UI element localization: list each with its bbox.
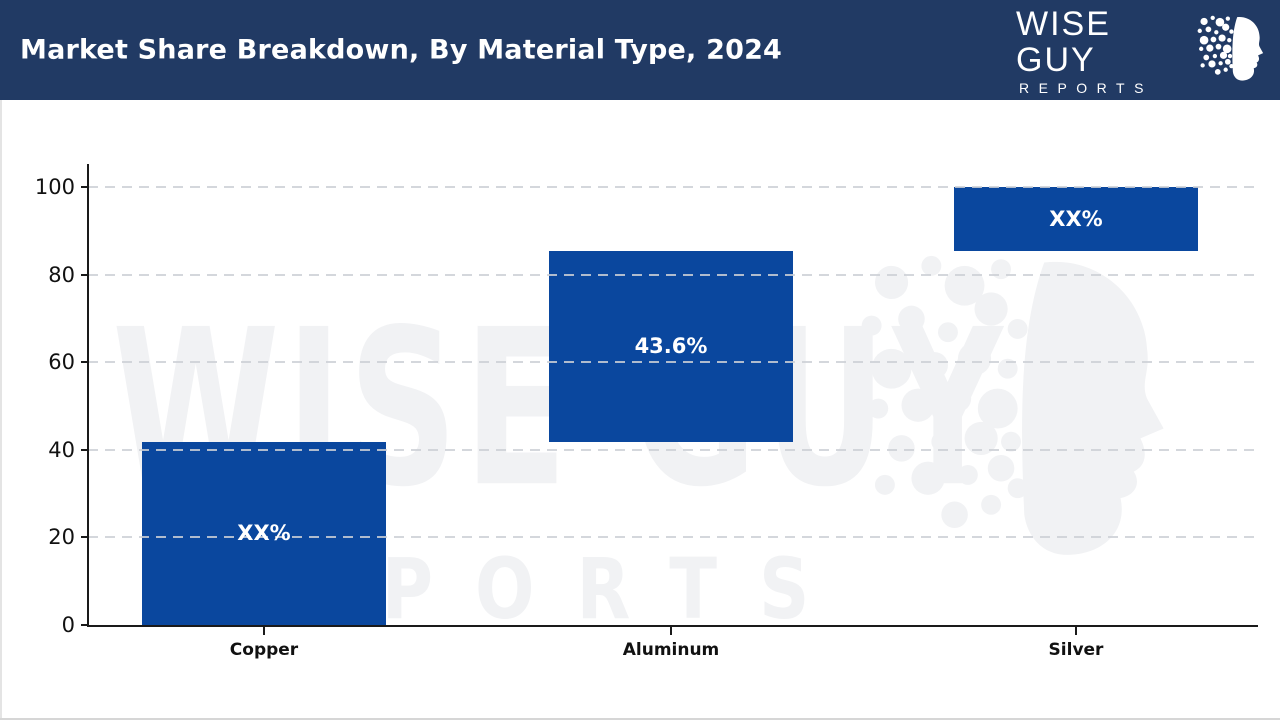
bar-silver [954,187,1198,251]
y-tick-label-60: 60 [48,350,75,375]
y-axis-line [87,164,89,627]
y-tick-60 [81,361,88,364]
gridline-40 [88,448,1258,451]
bar-value-label-silver: XX% [1049,206,1103,231]
gridline-20 [88,536,1258,539]
x-tick-aluminum [670,627,672,635]
bar-value-label-aluminum: 43.6% [634,334,708,359]
y-tick-label-40: 40 [48,437,75,462]
x-tick-copper [263,627,265,635]
bar-aluminum [549,250,793,442]
watermark-dotted-face [861,255,1164,555]
bar-chart-plot-area: 0 20 40 60 80 100 XX% Copper 43.6% Aluminum XX% Sil… [0,100,1280,720]
logo-dotted-face-icon [1197,15,1264,81]
page-left-border [0,100,2,720]
y-tick-100 [81,186,88,188]
page-bottom-border [0,718,1280,720]
x-tick-silver [1075,627,1077,635]
chart-title: Market Share Breakdown, By Material Type… [20,34,783,66]
x-category-label-copper: Copper [229,640,299,660]
x-category-label-aluminum: Aluminum [622,640,720,660]
gridline-100 [88,186,1258,188]
y-tick-20 [81,536,88,539]
y-tick-80 [81,273,88,276]
y-tick-40 [81,448,88,451]
y-tick-label-20: 20 [48,525,75,550]
header-band: Market Share Breakdown, By Material Type… [0,0,1280,100]
y-tick-label-0: 0 [61,613,75,637]
bar-value-label-copper: XX% [237,521,291,546]
y-tick-label-80: 80 [48,262,75,287]
gridline-60 [88,361,1258,364]
wise-guy-reports-logo: WISE GUY REPORTS [1016,6,1266,96]
gridline-80 [88,273,1258,276]
logo-text: WISE GUY REPORTS [1016,6,1190,96]
x-category-label-silver: Silver [1048,640,1104,660]
logo-brand-name: WISE GUY [1016,5,1111,79]
x-axis-line [87,625,1258,627]
logo-brand-subtitle: REPORTS [1019,80,1153,96]
y-tick-0 [81,624,88,626]
y-tick-label-100: 100 [34,175,75,199]
bar-copper [142,441,386,625]
